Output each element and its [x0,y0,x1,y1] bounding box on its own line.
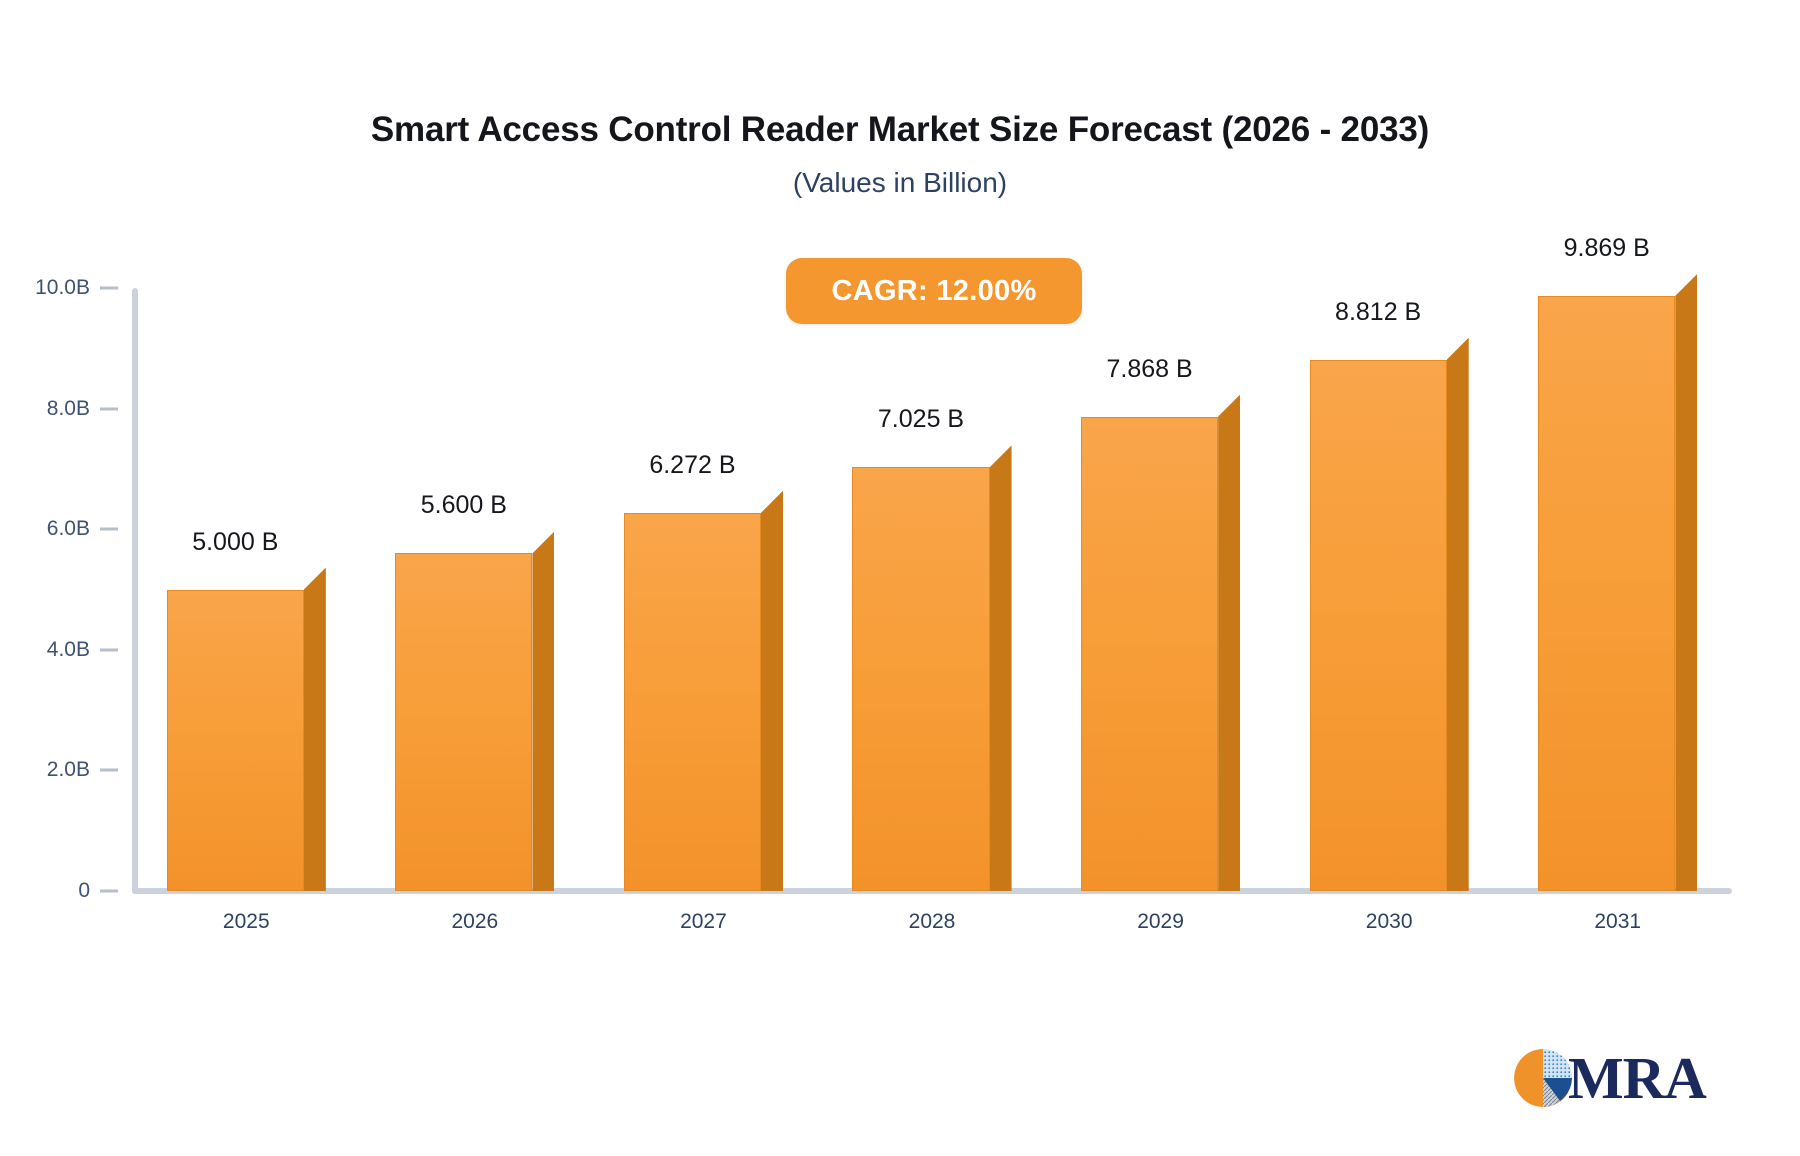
bar-2031 [1538,273,1698,891]
bar-side-face [989,445,1012,891]
bar-side-face [1446,337,1469,891]
bar-front-face [852,467,990,891]
chart-subtitle: (Values in Billion) [792,167,1008,198]
bar-side-face [760,490,783,891]
y-axis-tick-label: 10.0B [35,276,90,299]
y-axis-tick-label: 6.0B [46,517,90,541]
x-axis-line [132,888,1732,894]
bar-value-label: 7.025 B [877,405,965,434]
y-axis-tick-mark [100,286,118,290]
bar-2029 [1081,394,1241,891]
y-axis-tick-mark [100,648,118,652]
bar-2027 [623,490,783,891]
bar-side-face [532,531,555,891]
bar-side-face [303,567,326,891]
x-axis-tick-label: 2027 [680,910,727,933]
bar-value-label: 8.812 B [1335,297,1422,326]
bar-front-face [1081,416,1219,891]
bar-value-label: 5.000 B [192,527,279,556]
x-axis-tick-label: 2025 [222,910,270,933]
y-axis-tick-mark [100,768,118,772]
y-axis-tick-mark [100,407,118,411]
y-axis-tick-label: 4.0B [46,637,90,661]
bar-value-label: 7.868 B [1106,354,1193,383]
bar-2028 [852,445,1012,891]
y-axis-tick-label: 8.0B [46,396,90,420]
y-axis-tick-mark [100,527,118,531]
bar-value-label: 6.272 B [649,450,736,479]
bar-2030 [1309,337,1469,891]
bar-2026 [395,531,555,891]
bar-side-face [1675,273,1698,891]
y-axis-tick-label: 0 [78,879,90,902]
chart-title: Smart Access Control Reader Market Size … [370,110,1430,149]
bar-front-face [395,553,533,891]
bar-2025 [166,567,326,891]
x-axis-tick-label: 2028 [908,910,956,933]
brand-logo: MRA [1512,1042,1712,1114]
cagr-badge: CAGR: 12.00% [786,258,1082,324]
x-axis-tick-label: 2026 [451,910,499,933]
pie-chart-icon [1514,1049,1572,1107]
x-axis-tick-label: 2029 [1137,910,1184,933]
bar-front-face [166,589,304,891]
bar-side-face [1218,394,1241,891]
bar-value-label: 9.869 B [1563,233,1650,262]
y-axis-tick-label: 2.0B [46,758,90,782]
x-axis-tick-label: 2031 [1594,910,1642,933]
y-axis-line [132,288,138,894]
bar-front-face [1538,295,1676,891]
brand-logo-text: MRA [1568,1044,1707,1111]
y-axis-tick-mark [100,889,118,893]
bar-value-label: 5.600 B [420,491,507,520]
cagr-badge-label: CAGR: 12.00% [831,274,1037,307]
bar-front-face [623,512,761,891]
bar-front-face [1309,359,1447,891]
x-axis-tick-label: 2030 [1365,910,1413,933]
